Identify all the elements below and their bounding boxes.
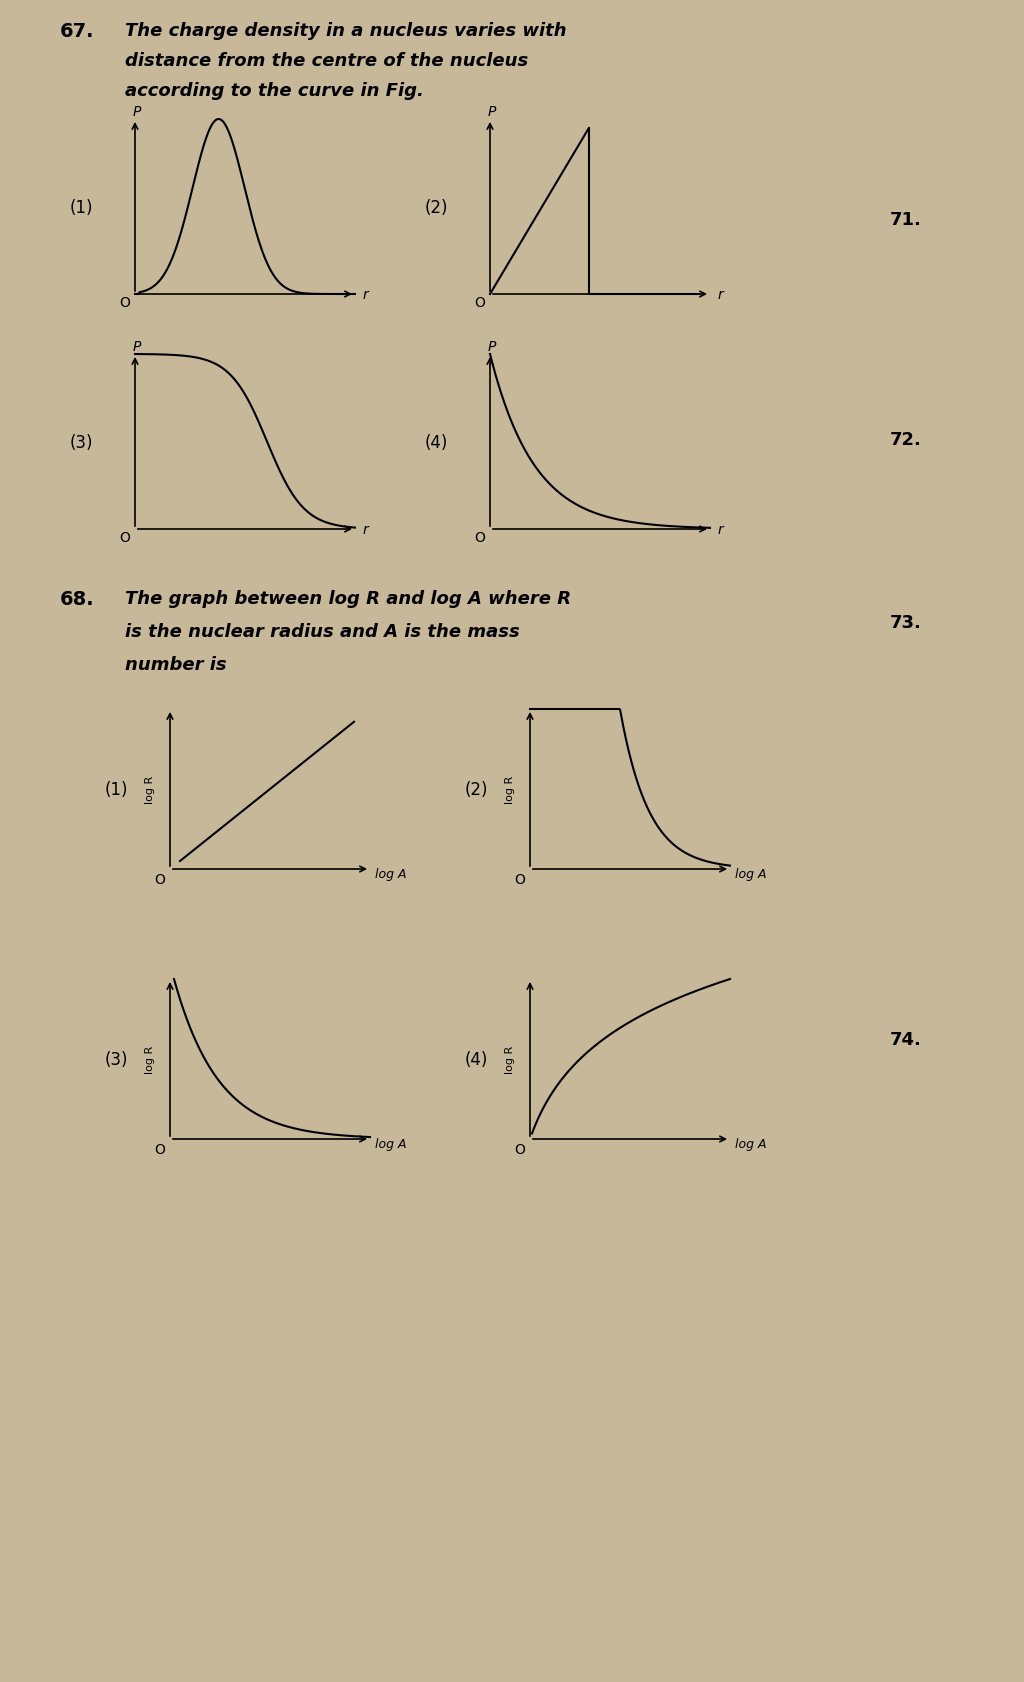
Text: log R: log R: [145, 1045, 155, 1073]
Text: P: P: [487, 340, 497, 353]
Text: O: O: [515, 1142, 525, 1156]
Text: according to the curve in Fig.: according to the curve in Fig.: [125, 82, 424, 99]
Text: 67.: 67.: [60, 22, 94, 40]
Text: O: O: [515, 873, 525, 886]
Text: P: P: [133, 104, 141, 119]
Text: 74.: 74.: [890, 1031, 922, 1048]
Text: (3): (3): [70, 434, 93, 452]
Text: number is: number is: [125, 656, 226, 673]
Text: r: r: [718, 523, 724, 537]
Text: P: P: [487, 104, 497, 119]
Text: (4): (4): [425, 434, 449, 452]
Text: log A: log A: [735, 1137, 767, 1150]
Text: log A: log A: [375, 868, 407, 881]
Text: (4): (4): [465, 1050, 488, 1068]
Text: (1): (1): [70, 198, 93, 217]
Text: 68.: 68.: [60, 590, 94, 609]
Text: O: O: [474, 296, 485, 309]
Text: O: O: [120, 532, 130, 545]
Text: 72.: 72.: [890, 431, 922, 449]
Text: distance from the centre of the nucleus: distance from the centre of the nucleus: [125, 52, 528, 71]
Text: P: P: [133, 340, 141, 353]
Text: r: r: [362, 288, 369, 301]
Text: (2): (2): [425, 198, 449, 217]
Text: (2): (2): [465, 780, 488, 799]
Text: O: O: [155, 1142, 166, 1156]
Text: 73.: 73.: [890, 614, 922, 632]
Text: log R: log R: [505, 775, 515, 804]
Text: log R: log R: [505, 1045, 515, 1073]
Text: O: O: [120, 296, 130, 309]
Text: log A: log A: [735, 868, 767, 881]
Text: (3): (3): [105, 1050, 128, 1068]
Text: O: O: [155, 873, 166, 886]
Text: r: r: [718, 288, 724, 301]
Text: log A: log A: [375, 1137, 407, 1150]
Text: O: O: [474, 532, 485, 545]
Text: 71.: 71.: [890, 210, 922, 229]
Text: is the nuclear radius and A is the mass: is the nuclear radius and A is the mass: [125, 622, 520, 641]
Text: (1): (1): [105, 780, 128, 799]
Text: log R: log R: [145, 775, 155, 804]
Text: The graph between log R and log A where R: The graph between log R and log A where …: [125, 590, 571, 607]
Text: r: r: [362, 523, 369, 537]
Text: The charge density in a nucleus varies with: The charge density in a nucleus varies w…: [125, 22, 566, 40]
